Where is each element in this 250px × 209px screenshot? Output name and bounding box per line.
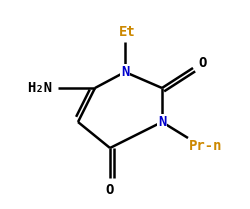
Text: H₂N: H₂N [27,81,52,95]
Text: Pr-n: Pr-n [188,139,222,153]
Text: O: O [198,56,206,70]
Text: N: N [120,65,129,79]
Text: Et: Et [118,25,135,39]
Text: N: N [157,115,166,129]
Text: O: O [106,183,114,197]
